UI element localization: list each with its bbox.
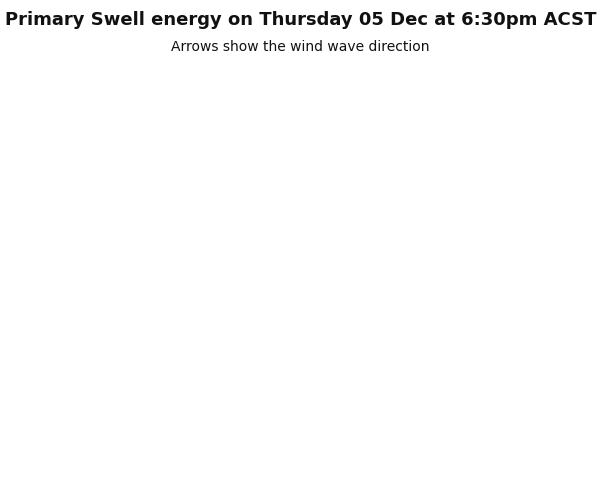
Text: Primary Swell energy on Thursday 05 Dec at 6:30pm ACST: Primary Swell energy on Thursday 05 Dec … bbox=[5, 12, 596, 29]
Text: Map unavailable: Map unavailable bbox=[243, 266, 358, 280]
Text: Arrows show the wind wave direction: Arrows show the wind wave direction bbox=[171, 40, 430, 54]
